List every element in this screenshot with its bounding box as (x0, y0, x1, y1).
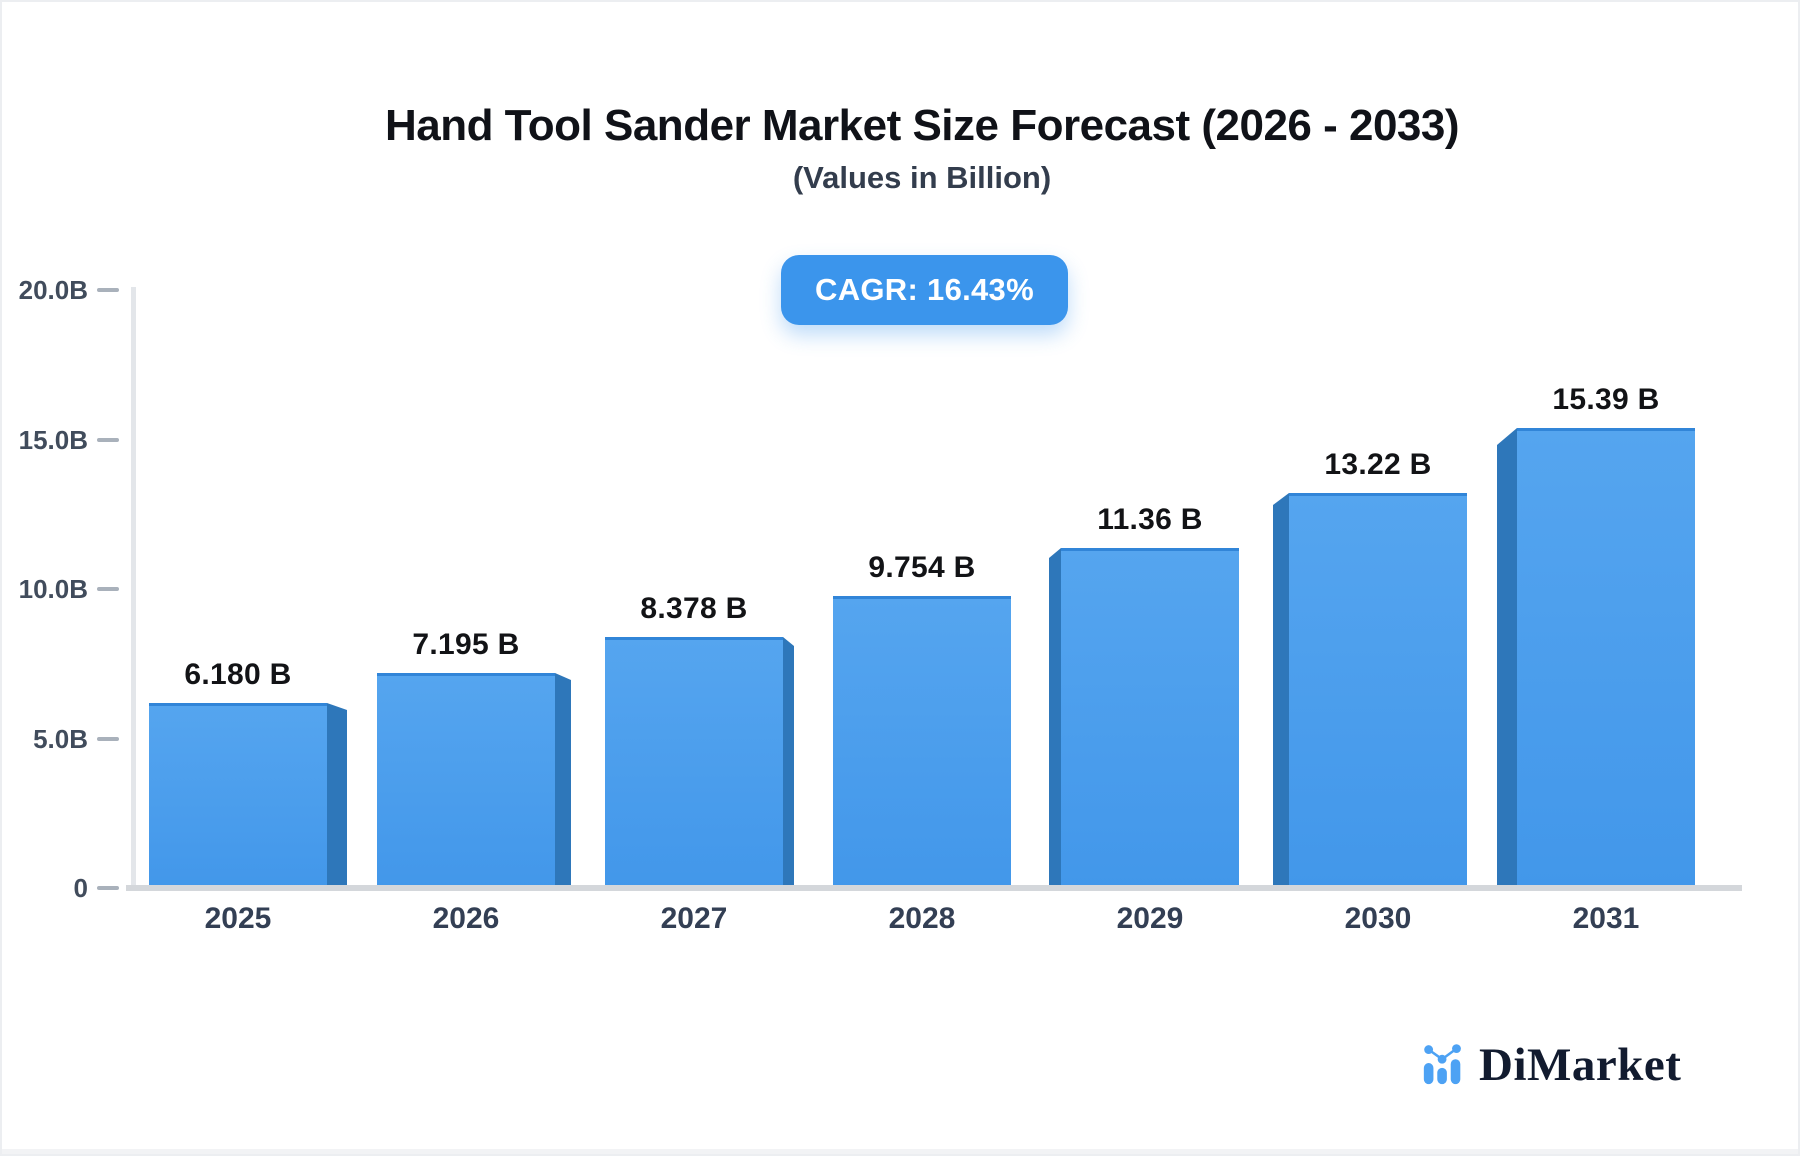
y-axis-line (131, 287, 136, 891)
y-tick-dash (97, 886, 119, 890)
bar-value-label: 15.39 B (1552, 383, 1660, 416)
bar-line-chart-icon (1423, 1044, 1461, 1085)
y-tick-label: 0 (73, 873, 88, 903)
bar-2030[interactable] (1289, 493, 1467, 890)
x-axis-label-2030: 2030 (1344, 902, 1412, 935)
y-tick-dash (97, 587, 119, 591)
bar-2029[interactable] (1061, 548, 1239, 890)
bar-value-label: 6.180 B (184, 658, 292, 691)
bar-2027[interactable] (605, 637, 783, 890)
bar-2025[interactable] (149, 703, 327, 890)
x-axis-label-2027: 2027 (660, 902, 728, 935)
y-tick-dash (97, 438, 119, 442)
y-tick-label: 20.0B (18, 275, 88, 305)
x-axis-label-2026: 2026 (432, 902, 500, 935)
bar-3d-side (1497, 428, 1517, 890)
brand-name: DiMarket (1479, 1039, 1682, 1091)
bar-3d-side (783, 637, 794, 890)
bar-3d-side (1273, 493, 1289, 890)
x-axis-label-2029: 2029 (1116, 902, 1184, 935)
page-title: Hand Tool Sander Market Size Forecast (2… (384, 101, 1460, 150)
x-axis-line (126, 885, 1742, 891)
y-tick-label: 15.0B (18, 425, 88, 455)
bar-2031[interactable] (1517, 428, 1695, 890)
x-axis-label-2028: 2028 (888, 902, 956, 935)
bar-2028[interactable] (833, 596, 1011, 890)
x-axis-label-2025: 2025 (204, 902, 272, 935)
bar-value-label: 8.378 B (640, 592, 748, 625)
bar-value-label: 9.754 B (868, 551, 976, 584)
bar-3d-side (327, 703, 347, 890)
y-tick-dash (97, 737, 119, 741)
y-tick-label: 5.0B (33, 724, 88, 754)
bar-3d-side (1049, 548, 1061, 890)
bar-3d-side (555, 673, 571, 890)
page-subtitle: (Values in Billion) (792, 160, 1052, 195)
y-tick-label: 10.0B (18, 574, 88, 604)
brand-logo[interactable]: DiMarket (1420, 1038, 1681, 1090)
cagr-badge[interactable]: CAGR: 16.43% (781, 255, 1068, 325)
bar-2026[interactable] (377, 673, 555, 890)
bar-value-label: 13.22 B (1324, 448, 1432, 481)
y-tick-dash (97, 288, 119, 292)
bar-value-label: 7.195 B (412, 628, 520, 661)
x-axis-label-2031: 2031 (1572, 902, 1640, 935)
bar-value-label: 11.36 B (1097, 503, 1203, 536)
